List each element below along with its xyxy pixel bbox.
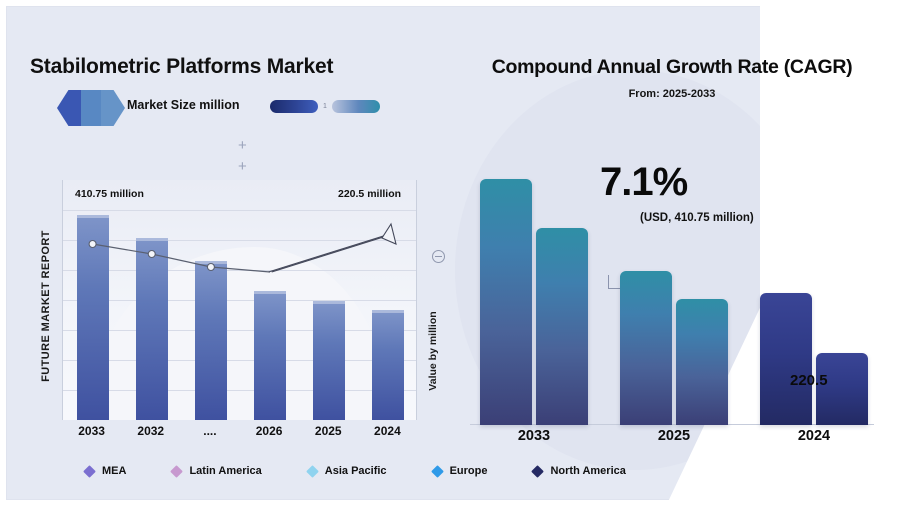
pill-dark-icon — [270, 100, 318, 113]
x-axis-labels: 2033 2032.... 2026 2025 2024 — [62, 424, 417, 444]
cagr-note: (USD, 410.75 million) — [640, 212, 754, 224]
legend-item-north-america[interactable]: North America — [531, 464, 626, 478]
legend-marker-icon — [430, 464, 444, 478]
gridline — [63, 240, 416, 241]
x-axis-label: 2026 — [255, 424, 283, 438]
growth-arrow-icon — [268, 222, 397, 273]
cagr-x-axis-labels: 2033 2025 2024 — [462, 428, 882, 450]
legend-label: Latin America — [189, 465, 262, 477]
plus-marker-1-icon: + — [238, 137, 247, 154]
x-axis-label: 2025 — [314, 424, 342, 438]
brand-label: Market Size million — [127, 98, 240, 112]
legend-pills: 1 — [270, 100, 380, 113]
bar — [372, 309, 405, 420]
cagr-bar — [480, 179, 532, 425]
legend-marker-icon — [83, 464, 96, 478]
cagr-bar — [760, 293, 812, 425]
circle-minus-icon — [432, 250, 445, 263]
legend-marker-icon — [170, 464, 184, 478]
data-label-220: 220.5 — [790, 372, 828, 389]
axis-title-right: Value by million — [427, 311, 439, 391]
legend-label: Asia Pacific — [324, 465, 387, 477]
bar — [76, 214, 109, 420]
x-axis-label: 2033 — [78, 424, 105, 438]
x-axis-label: 2032 — [137, 424, 165, 438]
cagr-x-axis-label: 2033 — [517, 428, 551, 444]
bar-series — [63, 180, 416, 420]
x-axis-label: 2024 — [374, 424, 401, 438]
legend-marker-icon — [305, 464, 319, 478]
bar — [135, 237, 168, 420]
gridline — [63, 270, 416, 271]
cagr-bar — [536, 227, 588, 425]
bar — [254, 291, 287, 420]
end-value-label: 220.5 million — [338, 188, 402, 200]
cagr-x-axis-label: 2025 — [657, 428, 691, 444]
gridline — [63, 300, 416, 301]
trend-line-overlay — [88, 239, 271, 273]
market-size-chart — [62, 180, 417, 420]
cagr-bar — [620, 270, 672, 425]
cagr-bar-chart — [462, 150, 882, 425]
legend-item-mea[interactable]: MEA — [83, 464, 127, 478]
bar — [313, 301, 346, 420]
legend-label: MEA — [102, 465, 127, 477]
hexagon-overlap-logo-icon — [57, 90, 125, 126]
bar — [194, 261, 227, 420]
legend-item-europe[interactable]: Europe — [430, 464, 488, 478]
cagr-subtitle: From: 2025-2033 — [628, 88, 716, 100]
legend-item-latin-america[interactable]: Latin America — [170, 464, 262, 478]
legend-label: Europe — [449, 465, 488, 477]
pill-separator: 1 — [323, 103, 327, 110]
baseline-axis — [470, 424, 874, 425]
cagr-bar — [676, 299, 728, 425]
chart-legend: MEA Latin America Asia Pacific Europe North … — [83, 464, 626, 478]
plus-marker-2-icon: + — [238, 158, 247, 175]
legend-label: North America — [550, 465, 626, 477]
gridline — [63, 210, 416, 211]
axis-title-left: FUTURE MARKET REPORT — [40, 230, 52, 382]
brand-row: Market Size million 1 — [57, 88, 397, 128]
gridline — [63, 360, 416, 361]
gridline — [63, 330, 416, 331]
cagr-bar — [816, 353, 868, 425]
x-axis-label: .... — [203, 424, 217, 438]
gridline — [63, 390, 416, 391]
pill-light-icon — [331, 100, 380, 113]
legend-item-asia-pacific[interactable]: Asia Pacific — [305, 464, 387, 478]
cagr-value: 7.1% — [600, 160, 688, 204]
page-title: Stabilometric Platforms Market — [30, 55, 334, 78]
legend-marker-icon — [531, 464, 545, 478]
start-value-label: 410.75 million — [75, 188, 144, 200]
cagr-x-axis-label: 2024 — [797, 428, 831, 444]
cagr-title: Compound Annual Growth Rate (CAGR) — [491, 56, 853, 78]
